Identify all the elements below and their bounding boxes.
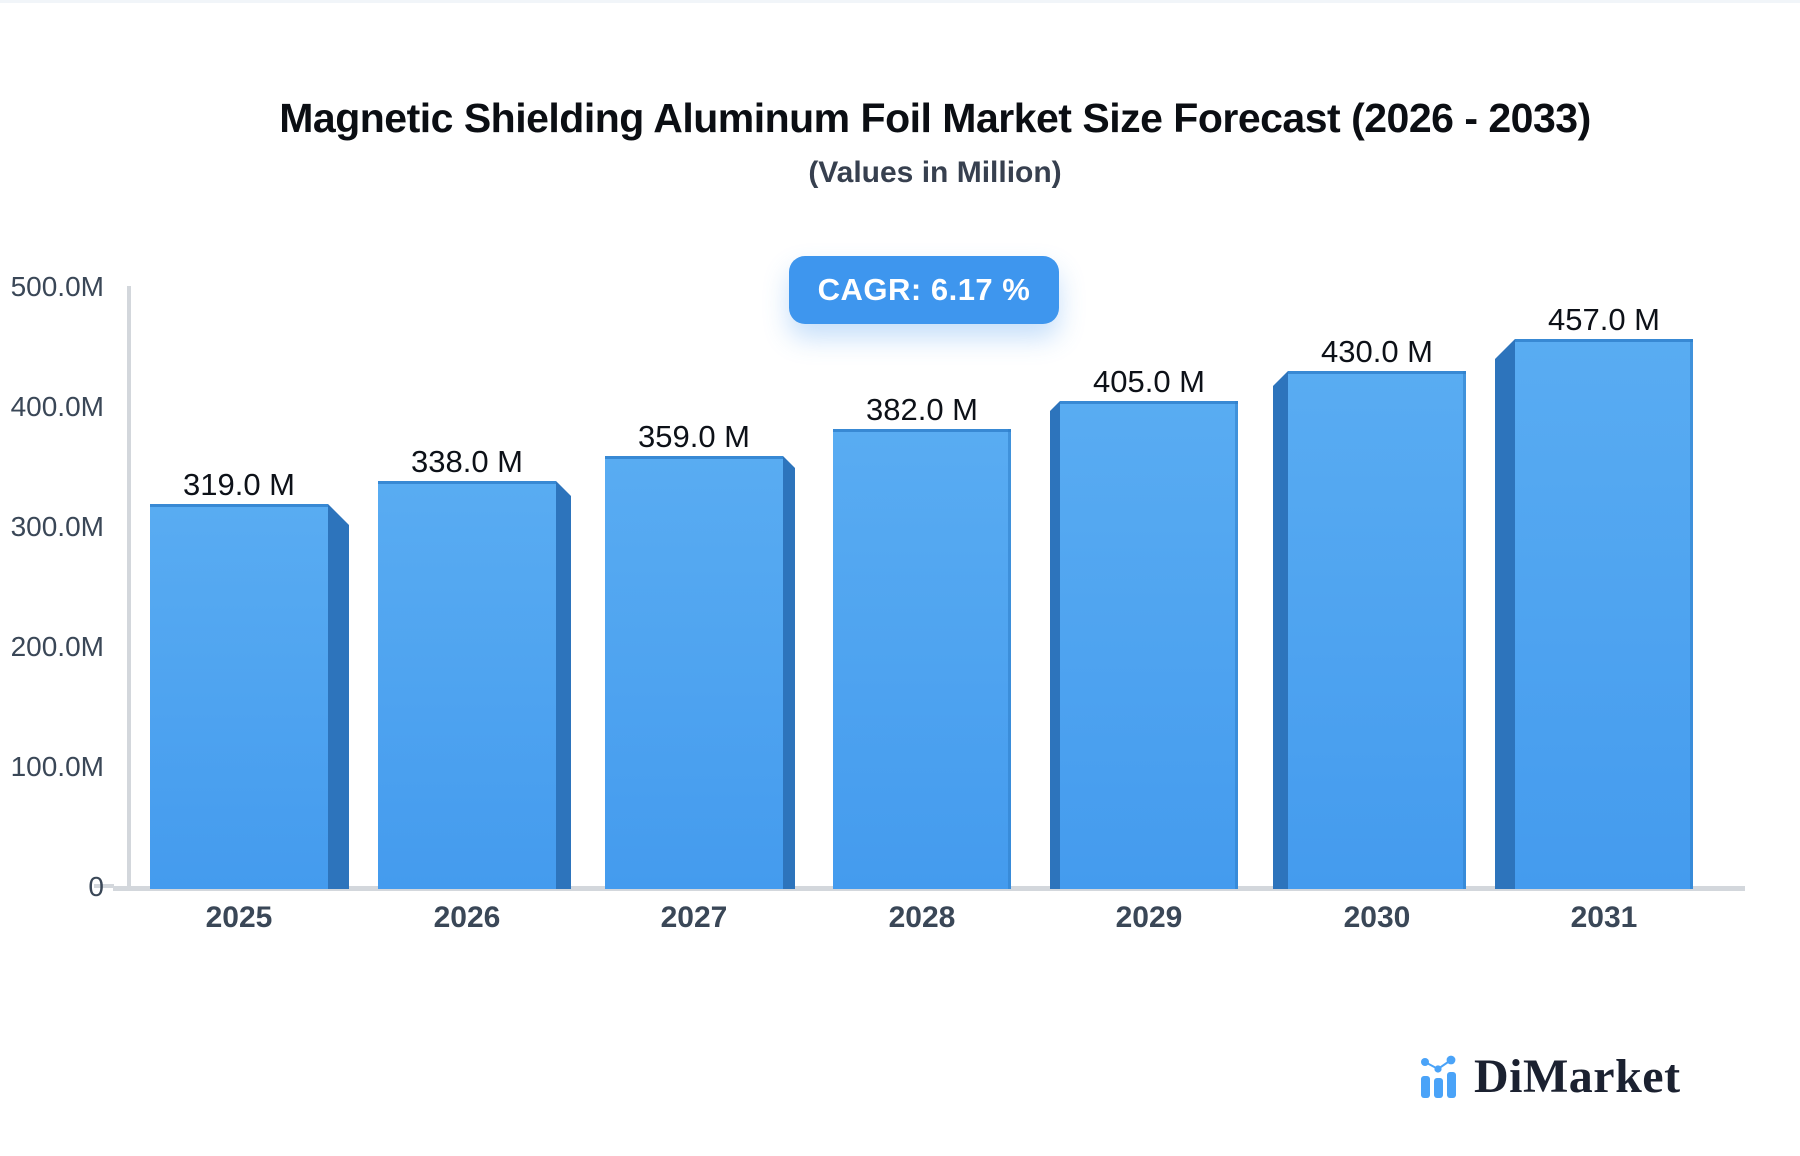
bar-value-label: 338.0 M <box>410 444 523 479</box>
x-axis-label-2030: 2030 <box>1343 901 1411 934</box>
bar-2025[interactable] <box>150 504 328 889</box>
y-axis-tick-label: 500.0M <box>10 271 104 302</box>
bar-top-edge <box>1060 401 1238 404</box>
bar-side-face <box>783 456 795 889</box>
bar-2029[interactable] <box>1060 401 1238 889</box>
x-axis-label-2025: 2025 <box>205 901 273 934</box>
bar-value-label: 405.0 M <box>1092 364 1205 399</box>
bar-2026[interactable] <box>378 481 556 889</box>
y-axis-tick-label: 400.0M <box>10 391 104 422</box>
bar-right-edge <box>1463 371 1466 889</box>
bar-2031[interactable] <box>1515 339 1693 889</box>
chart-header: Magnetic Shielding Aluminum Foil Market … <box>70 94 1800 190</box>
bar-value-label: 319.0 M <box>182 467 295 502</box>
bar-chart-logo-icon <box>1421 1055 1456 1098</box>
bar-side-face <box>556 481 571 889</box>
cagr-badge-label: CAGR: 6.17 % <box>817 272 1031 307</box>
bar-right-edge <box>1690 339 1693 889</box>
bar-top-edge <box>833 429 1011 432</box>
bar-side-face <box>1495 339 1515 889</box>
dimarket-logo: DiMarket <box>1416 1048 1681 1106</box>
bar-value-label: 430.0 M <box>1320 334 1433 369</box>
y-axis-tick-label: 100.0M <box>10 751 104 782</box>
y-axis-tick-label: 300.0M <box>10 511 104 542</box>
y-axis-line <box>127 286 131 890</box>
x-axis-label-2029: 2029 <box>1115 901 1183 934</box>
bar-side-face <box>1050 401 1060 889</box>
chart-title: Magnetic Shielding Aluminum Foil Market … <box>279 95 1591 141</box>
bar-top-edge <box>378 481 556 484</box>
bar-right-edge <box>1235 401 1238 889</box>
x-axis-label-2028: 2028 <box>888 901 956 934</box>
card-top-border <box>0 0 1800 3</box>
y-axis-zero-tick <box>94 884 114 888</box>
x-axis-label-2027: 2027 <box>660 901 728 934</box>
bar-top-edge <box>1515 339 1693 342</box>
bar-2027[interactable] <box>605 456 783 889</box>
bar-top-edge <box>605 456 783 459</box>
x-axis-label-2031: 2031 <box>1570 901 1638 934</box>
dimarket-wordmark: DiMarket <box>1474 1050 1681 1103</box>
y-axis-tick-label: 200.0M <box>10 631 104 662</box>
bar-top-edge <box>1288 371 1466 374</box>
bar-value-label: 457.0 M <box>1547 302 1660 337</box>
y-axis-tick-label: 0 <box>88 871 104 902</box>
x-axis-label-2026: 2026 <box>433 901 501 934</box>
bar-value-label: 382.0 M <box>865 392 978 427</box>
bar-2028[interactable] <box>833 429 1011 889</box>
bar-side-face <box>328 504 349 889</box>
bar-value-label: 359.0 M <box>637 419 750 454</box>
bar-top-edge <box>150 504 328 507</box>
cagr-badge: CAGR: 6.17 % <box>789 256 1059 324</box>
bar-right-edge <box>1008 429 1011 889</box>
bar-side-face <box>1273 371 1288 889</box>
bar-2030[interactable] <box>1288 371 1466 889</box>
chart-subtitle: (Values in Million) <box>808 156 1062 189</box>
